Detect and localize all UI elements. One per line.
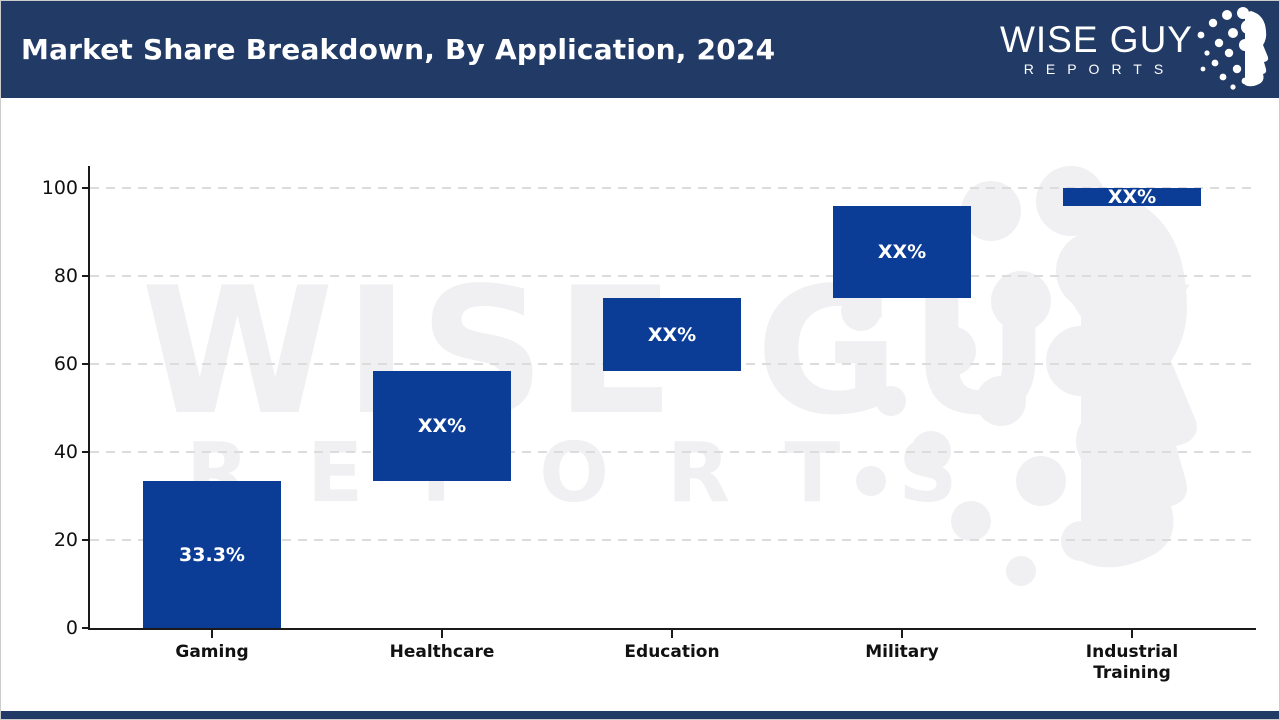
x-tick-mark (211, 630, 213, 638)
y-tick-label: 20 (53, 529, 78, 551)
brand-subname: REPORTS (1023, 60, 1176, 77)
x-tick-mark (671, 630, 673, 638)
y-tick-label: 40 (53, 441, 78, 463)
header-band: Market Share Breakdown, By Application, … (1, 1, 1279, 98)
y-tick-mark (82, 363, 90, 365)
x-tick-mark (441, 630, 443, 638)
brand-logo-text: WISE GUY REPORTS (1000, 21, 1193, 76)
page-title: Market Share Breakdown, By Application, … (21, 33, 776, 66)
x-category-label: Education (624, 642, 720, 662)
y-tick-mark (82, 451, 90, 453)
y-tick-mark (82, 627, 90, 629)
x-tick-mark (901, 630, 903, 638)
bar-education: XX% (603, 298, 741, 372)
gridline (90, 451, 1256, 453)
y-tick-label: 0 (65, 617, 78, 639)
x-axis-line (88, 628, 1256, 630)
bar-value-label: XX% (1107, 186, 1157, 209)
x-category-label: Military (865, 642, 939, 662)
brand-logo: WISE GUY REPORTS (1000, 5, 1269, 91)
bar-industrial-training: XX% (1063, 186, 1201, 209)
bar-value-label: XX% (647, 323, 697, 346)
x-category-label: Healthcare (389, 642, 495, 662)
bar-healthcare: XX% (373, 371, 511, 482)
brand-face-icon (1197, 7, 1269, 90)
y-tick-mark (82, 539, 90, 541)
bar-value-label: XX% (877, 241, 927, 264)
x-tick-mark (1131, 630, 1133, 638)
gridline (90, 539, 1256, 541)
gridline (90, 275, 1256, 277)
y-tick-mark (82, 275, 90, 277)
gridline (90, 187, 1256, 189)
bar-gaming: 33.3% (143, 481, 281, 628)
x-category-label: Gaming (175, 642, 249, 662)
bar-value-label: XX% (417, 415, 467, 438)
bar-military: XX% (833, 206, 971, 298)
y-axis-line (88, 166, 90, 630)
y-tick-label: 80 (53, 265, 78, 287)
y-tick-mark (82, 187, 90, 189)
y-tick-label: 100 (41, 177, 78, 199)
x-category-label: Industrial Training (1085, 642, 1179, 684)
y-tick-label: 60 (53, 353, 78, 375)
footer-band (1, 711, 1279, 719)
bar-value-label: 33.3% (179, 543, 245, 566)
watermark-reports-text: REPORTS (186, 426, 1016, 521)
brand-name: WISE GUY (999, 18, 1193, 60)
